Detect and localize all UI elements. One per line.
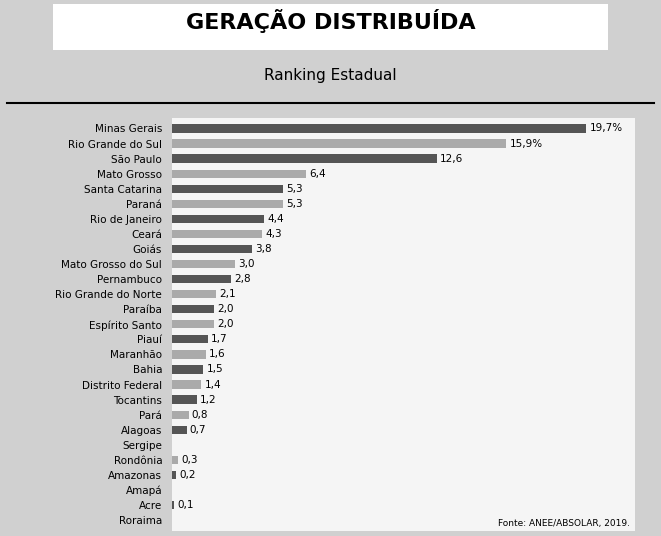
Bar — [172, 350, 206, 359]
Text: 4,3: 4,3 — [266, 229, 282, 239]
Bar — [172, 366, 204, 374]
Bar — [172, 320, 214, 329]
Text: Fonte: ANEE/ABSOLAR, 2019.: Fonte: ANEE/ABSOLAR, 2019. — [498, 519, 631, 528]
Bar — [172, 501, 174, 509]
Bar — [172, 426, 186, 434]
Text: 1,2: 1,2 — [200, 394, 217, 405]
Text: GERAÇÃO DISTRIBUÍDA: GERAÇÃO DISTRIBUÍDA — [186, 9, 475, 33]
Text: 2,0: 2,0 — [217, 304, 233, 314]
Bar — [172, 305, 214, 314]
Bar — [172, 169, 307, 178]
Text: 5,3: 5,3 — [286, 184, 303, 193]
Bar — [172, 456, 178, 464]
Text: 1,5: 1,5 — [206, 364, 223, 375]
Bar — [172, 154, 437, 163]
Bar — [172, 245, 252, 253]
Bar — [172, 411, 188, 419]
Text: 2,8: 2,8 — [234, 274, 251, 284]
Text: 1,7: 1,7 — [211, 334, 227, 344]
Bar — [172, 230, 262, 238]
Bar — [172, 290, 216, 299]
Text: 2,0: 2,0 — [217, 319, 233, 329]
Bar — [172, 260, 235, 268]
Text: 2,1: 2,1 — [219, 289, 236, 299]
Text: 6,4: 6,4 — [309, 169, 327, 178]
Bar — [172, 471, 176, 479]
Bar — [172, 396, 197, 404]
Text: 19,7%: 19,7% — [590, 123, 623, 133]
Bar — [172, 335, 208, 344]
Text: 5,3: 5,3 — [286, 199, 303, 209]
Text: 0,7: 0,7 — [190, 425, 206, 435]
Text: 0,1: 0,1 — [177, 500, 194, 510]
Bar — [172, 124, 586, 132]
Bar — [172, 199, 284, 208]
Bar — [172, 215, 264, 223]
Bar — [172, 184, 284, 193]
Text: Ranking Estadual: Ranking Estadual — [264, 68, 397, 83]
Bar — [172, 275, 231, 283]
Text: 3,0: 3,0 — [238, 259, 254, 269]
FancyBboxPatch shape — [53, 4, 608, 50]
Text: 1,4: 1,4 — [204, 379, 221, 390]
Text: 3,8: 3,8 — [255, 244, 272, 254]
Text: 0,2: 0,2 — [179, 470, 196, 480]
Bar — [172, 381, 202, 389]
Text: 15,9%: 15,9% — [510, 138, 543, 148]
Text: 4,4: 4,4 — [268, 214, 284, 224]
Text: 12,6: 12,6 — [440, 154, 463, 163]
Bar — [172, 139, 506, 148]
Text: 0,8: 0,8 — [192, 410, 208, 420]
Text: 0,3: 0,3 — [181, 455, 198, 465]
Text: 1,6: 1,6 — [209, 349, 225, 360]
